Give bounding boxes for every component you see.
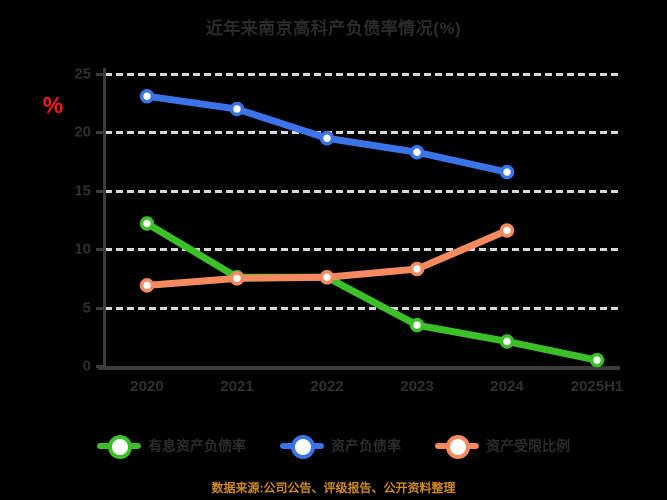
- y-tick-mark: [96, 131, 105, 135]
- legend-label: 资产受限比例: [486, 438, 570, 454]
- gridline: [105, 306, 620, 310]
- y-tick-mark: [96, 189, 105, 193]
- data-point-marker: [229, 101, 245, 117]
- y-axis-tick-label: 5: [82, 299, 91, 317]
- data-point-marker: [319, 269, 335, 285]
- legend-marker-icon: [435, 434, 479, 459]
- data-point-marker: [499, 334, 515, 349]
- y-axis-tick-label: 15: [74, 182, 91, 200]
- series-line: [143, 220, 601, 364]
- chart-legend: 有息资产负债率 资产负债率 资产受限比例: [0, 434, 667, 459]
- x-axis-tick-label: 2023: [400, 378, 434, 395]
- footer-caption: 数据来源:公司公告、评级报告、公开资料整理: [211, 481, 456, 495]
- data-point-marker: [139, 278, 155, 293]
- x-axis-tick-label: 2021: [220, 378, 254, 395]
- data-point-marker: [589, 352, 605, 368]
- legend-marker-icon: [97, 434, 141, 459]
- y-tick-mark: [96, 248, 105, 252]
- x-axis-tick-label: 2020: [130, 378, 164, 395]
- y-axis-tick-label: 0: [82, 357, 91, 375]
- x-axis-line: [98, 366, 620, 370]
- legend-label: 资产负债率: [331, 438, 401, 454]
- data-point-marker: [499, 164, 515, 180]
- data-point-marker: [229, 271, 245, 286]
- legend-item[interactable]: 资产受限比例: [435, 434, 570, 459]
- y-axis-tick-label: 10: [74, 240, 91, 258]
- legend-label: 有息资产负债率: [148, 438, 246, 454]
- legend-item[interactable]: 有息资产负债率: [97, 434, 246, 459]
- data-point-marker: [409, 145, 425, 160]
- plot-area: 0 5 10 15 20 25 2020 2021 2022 2023 2024 2025H1: [74, 60, 623, 396]
- data-point-marker: [139, 88, 155, 104]
- x-axis-tick-label: 2024: [490, 378, 524, 395]
- gridline: [105, 248, 620, 252]
- y-axis-tick-label: 20: [74, 123, 91, 141]
- legend-marker-icon: [280, 434, 324, 459]
- y-tick-mark: [96, 306, 105, 310]
- gridline: [105, 189, 620, 193]
- gridline: [105, 73, 620, 76]
- data-point-marker: [409, 317, 425, 333]
- y-tick-mark: [96, 73, 105, 76]
- y-axis-line: [103, 68, 106, 370]
- series-layer: [139, 88, 605, 368]
- data-point-marker: [319, 130, 335, 146]
- chart-title: 近年来南京高科产负债率情况(%): [205, 19, 462, 38]
- x-axis-tick-label: 2022: [310, 378, 344, 395]
- gridline: [105, 131, 620, 135]
- data-point-marker: [409, 261, 425, 277]
- y-axis-tick-label: 25: [74, 65, 91, 83]
- y-axis-unit-badge: %: [42, 92, 64, 118]
- data-point-marker: [499, 223, 515, 238]
- x-axis-tick-label: 2025H1: [570, 378, 624, 395]
- data-point-marker: [139, 216, 155, 231]
- legend-item[interactable]: 资产负债率: [280, 434, 401, 459]
